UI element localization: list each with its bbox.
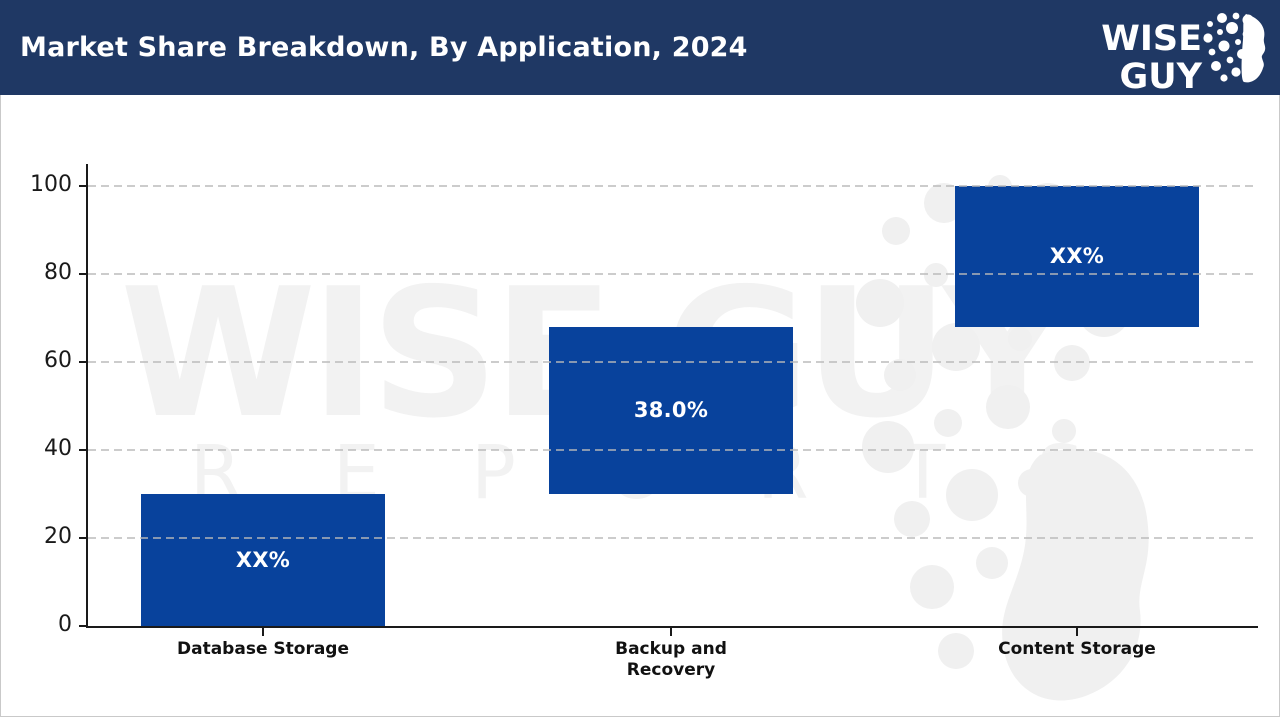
y-tick-mark	[79, 625, 88, 627]
page-title: Market Share Breakdown, By Application, …	[20, 32, 748, 63]
y-tick-label: 60	[44, 348, 72, 373]
logo-reports-text: REPORTS	[1061, 98, 1202, 113]
wise-guy-reports-logo: WISE GUY REPORTS	[1020, 6, 1270, 113]
y-tick-mark	[79, 273, 88, 275]
header-bar: Market Share Breakdown, By Application, …	[0, 0, 1280, 113]
x-category-label-line: Backup and	[615, 639, 727, 659]
y-tick-label: 80	[44, 260, 72, 285]
x-tick-mark	[670, 628, 672, 636]
bar-value-label: XX%	[1049, 244, 1105, 269]
gridline	[88, 185, 1258, 187]
y-axis-line	[86, 164, 88, 628]
y-tick-mark	[79, 537, 88, 539]
bar-value-label: XX%	[235, 548, 291, 572]
y-tick-label: 40	[44, 436, 72, 461]
x-category-label-line: Database Storage	[177, 639, 349, 659]
x-category-label: Database Storage	[103, 639, 423, 660]
x-tick-mark	[1076, 628, 1078, 636]
y-tick-mark	[79, 361, 88, 363]
x-category-label-line: Recovery	[626, 660, 716, 680]
logo-text: WISE GUY REPORTS	[1020, 20, 1202, 114]
y-tick-label: 0	[58, 612, 72, 637]
y-tick-label: 20	[44, 524, 72, 549]
y-tick-label: 100	[30, 172, 72, 197]
y-tick-mark	[79, 185, 88, 187]
x-axis-line	[86, 626, 1258, 628]
gridline	[88, 361, 1258, 363]
bar-segment: XX%	[955, 186, 1199, 327]
logo-wiseguy-text: WISE GUY	[1101, 19, 1202, 97]
bar-value-label: 38.0%	[633, 398, 709, 423]
bar-segment: 38.0%	[549, 326, 793, 494]
x-category-label: Content Storage	[917, 639, 1237, 660]
gridline	[88, 273, 1258, 275]
y-tick-mark	[79, 449, 88, 451]
x-tick-mark	[262, 628, 264, 636]
bar-segment: XX%	[141, 494, 385, 626]
gridline	[88, 449, 1258, 451]
x-category-label-line: Content Storage	[998, 639, 1156, 659]
gridline	[88, 537, 1258, 539]
x-category-label: Backup and Recovery	[511, 639, 831, 681]
logo-face-icon	[1203, 12, 1266, 83]
